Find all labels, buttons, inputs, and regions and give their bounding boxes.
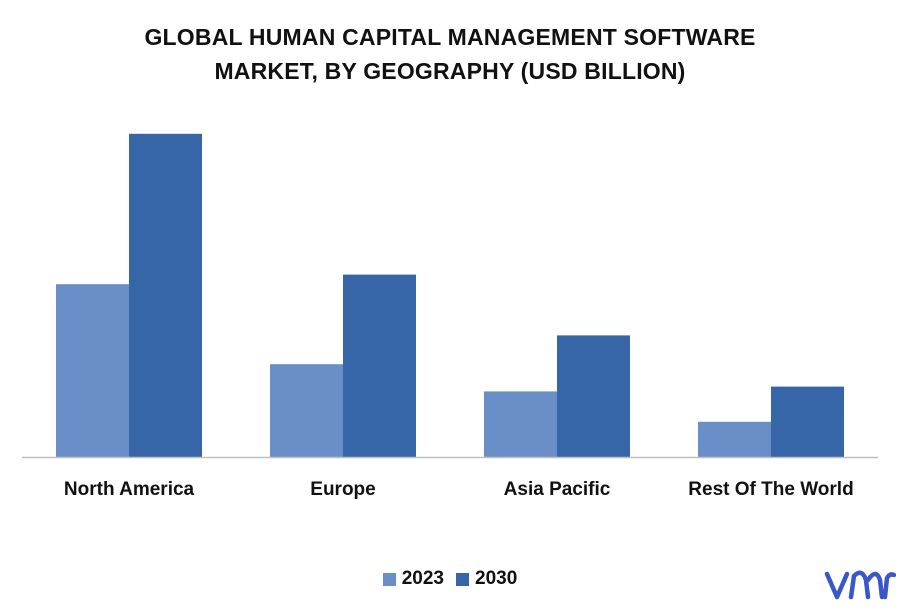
legend-label-2023: 2023 <box>401 568 444 589</box>
bar-europe-2030 <box>343 274 416 457</box>
chart-legend: 2023 2030 <box>0 568 900 590</box>
x-tick-label-north-america: North America <box>64 479 195 500</box>
x-tick-label-asia-pacific: Asia Pacific <box>504 479 611 500</box>
legend-label-2030: 2030 <box>475 568 518 589</box>
chart-title-line-2: MARKET, BY GEOGRAPHY (USD BILLION) <box>214 58 686 84</box>
x-tick-label-rest-of-the-world: Rest Of The World <box>688 479 853 500</box>
legend-item-2030: 2030 <box>456 568 517 590</box>
legend-swatch-2030 <box>456 572 469 586</box>
bar-north-america-2023 <box>56 284 129 457</box>
bar-europe-2023 <box>270 364 343 457</box>
bar-asia-pacific-2023 <box>484 391 557 457</box>
chart-title-line-1: GLOBAL HUMAN CAPITAL MANAGEMENT SOFTWARE <box>144 24 756 50</box>
legend-swatch-2023 <box>382 572 396 586</box>
bar-asia-pacific-2030 <box>557 335 630 457</box>
bar-rest-of-the-world-2023 <box>698 421 771 457</box>
vmr-logo-icon <box>824 570 896 600</box>
bar-north-america-2030 <box>129 133 202 458</box>
bar-rest-of-the-world-2030 <box>771 386 844 457</box>
chart-title: GLOBAL HUMAN CAPITAL MANAGEMENT SOFTWARE… <box>0 20 900 88</box>
x-tick-label-europe: Europe <box>310 479 375 500</box>
legend-item-2023: 2023 <box>382 568 444 590</box>
